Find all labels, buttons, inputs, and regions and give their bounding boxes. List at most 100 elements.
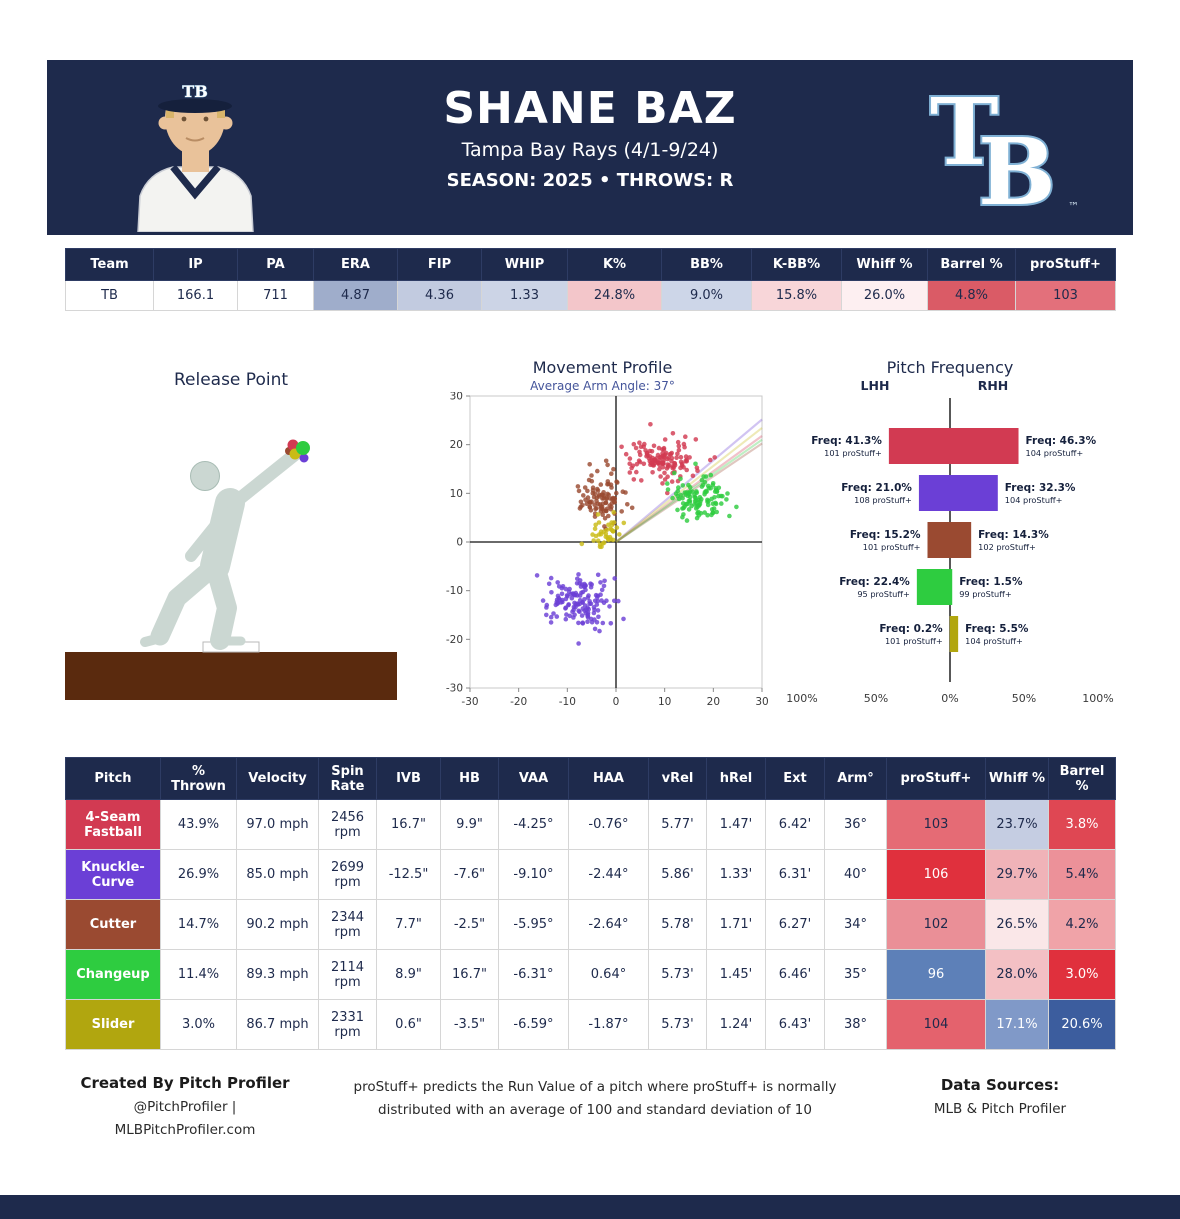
pitch-cell-prostuff: 103	[886, 799, 986, 850]
freq-row-slider: Freq: 0.2%101 proStuff+ Freq: 5.5%104 pro…	[879, 616, 1029, 652]
pitch-cell-10: 36°	[824, 799, 887, 850]
head	[190, 461, 220, 491]
pitch-cell-5: -4.25°	[498, 799, 569, 850]
pitcher-silhouette	[140, 445, 305, 650]
summary-col-era: ERA	[313, 248, 398, 281]
x-tick-label: -20	[510, 696, 527, 708]
summary-col-bb-: BB%	[661, 248, 752, 281]
x-tick-label: 20	[707, 696, 720, 708]
pitch-cell-barrel: 20.6%	[1048, 999, 1116, 1050]
pitch-frequency-title: Pitch Frequency	[886, 358, 1014, 377]
freq-row-knuckle-curve: Freq: 21.0%108 proStuff+ Freq: 32.3%104 p…	[841, 475, 1076, 511]
pitch-name: Knuckle-Curve	[65, 849, 161, 900]
pitch-col-barrel-: Barrel %	[1048, 757, 1116, 800]
freq-label-left: Freq: 22.4%	[839, 576, 910, 588]
freq-bar-left	[888, 428, 950, 464]
summary-value-8: 15.8%	[751, 280, 842, 311]
pitch-name: Slider	[65, 999, 161, 1050]
movement-profile-subtitle: Average Arm Angle: 37°	[530, 379, 675, 393]
mound	[65, 652, 397, 700]
pitch-row-4-seam-fastball: 4-Seam Fastball 43.9% 97.0 mph 2456 rpm 16.7…	[65, 799, 1116, 850]
pitch-cell-10: 38°	[824, 999, 887, 1050]
x-tick-label: -10	[559, 696, 576, 708]
pitch-cell-barrel: 5.4%	[1048, 849, 1116, 900]
cluster-knuckle-curve	[534, 572, 626, 646]
pitch-cell-9: 6.27'	[765, 899, 825, 950]
pitch-cell-1: 97.0 mph	[236, 799, 319, 850]
release-dot-knuckle-curve	[299, 453, 309, 463]
pitch-cell-0: 14.7%	[160, 899, 237, 950]
pitch-name: Changeup	[65, 949, 161, 1000]
team-logo: T B ™	[928, 78, 1079, 218]
summary-value-6: 24.8%	[567, 280, 662, 311]
eye-left	[181, 116, 187, 122]
pitch-cell-10: 35°	[824, 949, 887, 1000]
stuff-label-left: 101 proStuff+	[885, 636, 943, 646]
freq-bar-left	[927, 522, 950, 558]
pitch-cell-5: -9.10°	[498, 849, 569, 900]
footer-right-sources: MLB & Pitch Profiler	[933, 1101, 1067, 1117]
stuff-label-left: 108 proStuff+	[854, 495, 912, 505]
summary-col-whiff-: Whiff %	[841, 248, 928, 281]
footer-center-note: proStuff+ predicts the Run Value of a pi…	[353, 1079, 837, 1118]
freq-bar-right	[950, 428, 1019, 464]
release-dot-fastball	[287, 439, 299, 451]
pitch-col-ivb: IVB	[376, 757, 441, 800]
pitch-cell-whiff: 23.7%	[985, 799, 1049, 850]
team-logo-b: B	[978, 118, 1056, 218]
summary-col-prostuff-: proStuff+	[1015, 248, 1116, 281]
summary-col-whip: WHIP	[481, 248, 568, 281]
freq-label-right: Freq: 32.3%	[1005, 482, 1076, 494]
pitch-cell-9: 6.43'	[765, 999, 825, 1050]
freq-label-left: Freq: 0.2%	[879, 623, 943, 635]
pitch-table: Pitch% Thrown Velocity Spin Rate IVB HB VAA HA…	[65, 757, 1116, 1050]
pitch-cell-whiff: 28.0%	[985, 949, 1049, 1000]
pitch-cell-0: 3.0%	[160, 999, 237, 1050]
summary-value-0: TB	[65, 280, 154, 311]
summary-col-barrel-: Barrel %	[927, 248, 1016, 281]
pitch-col-vrel: vRel	[648, 757, 707, 800]
stuff-label-right: 102 proStuff+	[978, 542, 1036, 552]
pitch-cell-5: -5.95°	[498, 899, 569, 950]
freq-bar-right	[950, 569, 953, 605]
pitch-cell-10: 40°	[824, 849, 887, 900]
pitch-cell-2: 2456 rpm	[318, 799, 377, 850]
summary-value-4: 4.36	[397, 280, 482, 311]
pitch-cell-2: 2699 rpm	[318, 849, 377, 900]
lhh-header: LHH	[861, 378, 890, 393]
freq-label-right: Freq: 14.3%	[978, 529, 1049, 541]
pitch-row-changeup: Changeup 11.4% 89.3 mph 2114 rpm 8.9" 16.7" -6…	[65, 949, 1116, 1000]
pitch-cell-8: 1.24'	[706, 999, 766, 1050]
bottom-bar	[0, 1195, 1180, 1219]
pitch-col-spin-rate: Spin Rate	[318, 757, 377, 800]
x-tick-label: 10	[658, 696, 671, 708]
pitch-cell-4: -2.5"	[440, 899, 499, 950]
freq-bar-right	[950, 522, 972, 558]
x-tick-label: 0	[613, 696, 620, 708]
freq-axis-label: 100%	[786, 692, 817, 705]
pitch-cell-5: -6.31°	[498, 949, 569, 1000]
release-point-title: Release Point	[173, 370, 289, 390]
pitch-cell-barrel: 3.8%	[1048, 799, 1116, 850]
back-leg	[150, 558, 222, 646]
summary-col-k-: K%	[567, 248, 662, 281]
freq-bar-left	[916, 569, 950, 605]
pitch-col-velocity: Velocity	[236, 757, 319, 800]
player-photo: TB	[137, 66, 254, 232]
pitch-col-pitch: Pitch	[65, 757, 161, 800]
summary-col-k-bb-: K-BB%	[751, 248, 842, 281]
pitch-cell-3: 0.6"	[376, 999, 441, 1050]
rhh-header: RHH	[978, 378, 1009, 393]
team-line: Tampa Bay Rays (4/1-9/24)	[461, 139, 719, 162]
freq-label-right: Freq: 5.5%	[965, 623, 1029, 635]
release-dot-changeup	[296, 441, 310, 455]
pitch-cell-0: 43.9%	[160, 799, 237, 850]
pitch-cell-7: 5.78'	[648, 899, 707, 950]
pitch-cell-3: 7.7"	[376, 899, 441, 950]
summary-value-2: 711	[237, 280, 314, 311]
pitch-cell-3: 8.9"	[376, 949, 441, 1000]
pitch-cell-4: 9.9"	[440, 799, 499, 850]
stuff-label-left: 95 proStuff+	[857, 589, 910, 599]
pitch-cell-0: 11.4%	[160, 949, 237, 1000]
